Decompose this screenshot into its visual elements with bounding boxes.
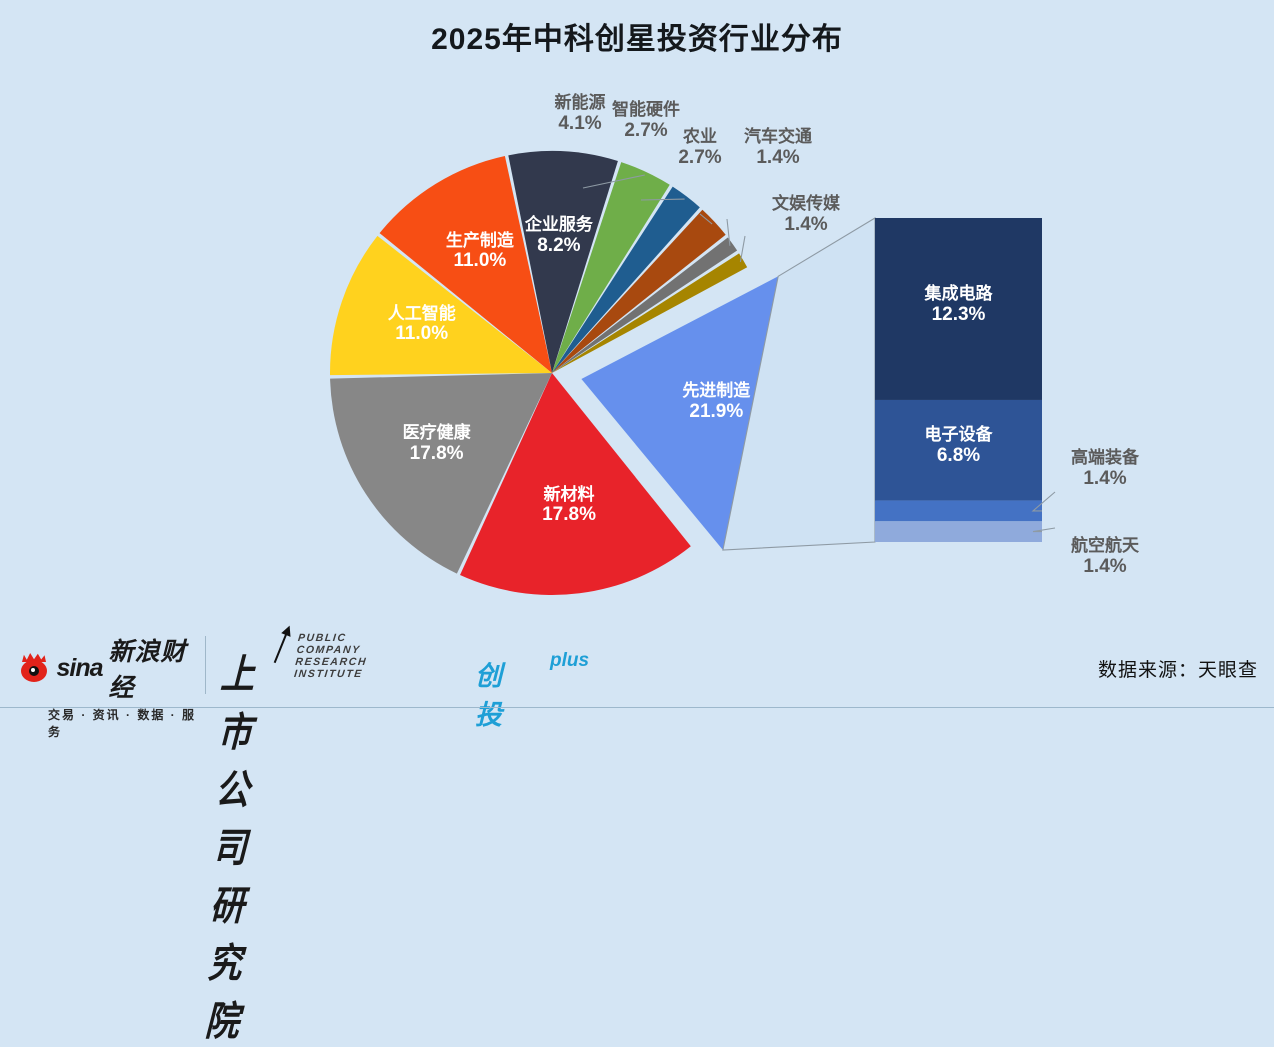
leader-line-农业 bbox=[699, 213, 713, 225]
bar-segment-高端装备[interactable] bbox=[875, 500, 1042, 522]
pie-slice-新能源[interactable] bbox=[552, 162, 670, 373]
footer: sina 新浪财经 交易 · 资讯 · 数据 · 服务 上市公司研究院 PUBL… bbox=[0, 622, 1274, 1044]
sub-brand-name: 创投 bbox=[475, 661, 502, 730]
chart-page: 2025年中科创星投资行业分布 先进制造 21.9% 新材料 17.8% 医疗健康 17.… bbox=[0, 0, 1274, 734]
page-title: 2025年中科创星投资行业分布 bbox=[431, 23, 843, 56]
sina-wordmark: sina bbox=[56, 653, 104, 682]
pie-slice-新材料[interactable] bbox=[460, 373, 691, 595]
footer-divider bbox=[205, 636, 206, 694]
source-note: 数据来源：天眼查 bbox=[1097, 660, 1258, 681]
bar-leader-line-高端装备 bbox=[1031, 491, 1056, 512]
pie-slice-group bbox=[330, 151, 804, 595]
pie-slice-企业服务[interactable] bbox=[508, 151, 618, 373]
chart-canvas bbox=[330, 151, 1056, 595]
leader-line-group bbox=[582, 174, 746, 263]
pie-slice-人工智能[interactable] bbox=[330, 235, 552, 376]
sub-brand-suffix: plus bbox=[550, 650, 590, 671]
pie-chart-plot: 先进制造 21.9% 新材料 17.8% 医疗健康 17.8% 人工智能 11.0% 生产制造 1… bbox=[330, 93, 1139, 595]
leader-line-汽车交通 bbox=[726, 218, 731, 246]
sina-eye-icon bbox=[18, 653, 51, 683]
bar-segment-group bbox=[875, 218, 1042, 542]
leader-line-文娱传媒 bbox=[739, 235, 746, 263]
footer-rule bbox=[0, 707, 1274, 708]
pie-slice-汽车交通[interactable] bbox=[552, 237, 738, 373]
institute-cn-name: 上市公司研究院 bbox=[204, 652, 254, 1045]
pie-slice-农业[interactable] bbox=[552, 209, 726, 373]
leader-line-智能硬件 bbox=[640, 198, 685, 201]
bar-segment-电子设备[interactable] bbox=[875, 399, 1042, 501]
institute-en-name: PUBLIC COMPANY RESEARCH INSTITUTE bbox=[293, 632, 368, 680]
bar-segment-集成电路[interactable] bbox=[875, 218, 1042, 400]
sina-finance-logo: sina 新浪财经 交易 · 资讯 · 数据 · 服务 bbox=[18, 632, 208, 740]
sina-tagline: 交易 · 资讯 · 数据 · 服务 bbox=[48, 708, 196, 739]
pie-slice-医疗健康[interactable] bbox=[330, 373, 552, 574]
pie-slice-智能硬件[interactable] bbox=[552, 186, 700, 373]
pie-slice-生产制造[interactable] bbox=[379, 156, 552, 373]
bar-leader-line-航空航天 bbox=[1032, 527, 1056, 533]
sina-cn-name: 新浪财经 bbox=[108, 638, 187, 702]
bar-leader-line-group bbox=[1031, 491, 1056, 533]
pie-slice-文娱传媒[interactable] bbox=[552, 253, 748, 373]
leader-line-新能源 bbox=[582, 174, 645, 189]
arrow-up-icon bbox=[273, 630, 289, 664]
bar-segment-航空航天[interactable] bbox=[875, 521, 1042, 542]
